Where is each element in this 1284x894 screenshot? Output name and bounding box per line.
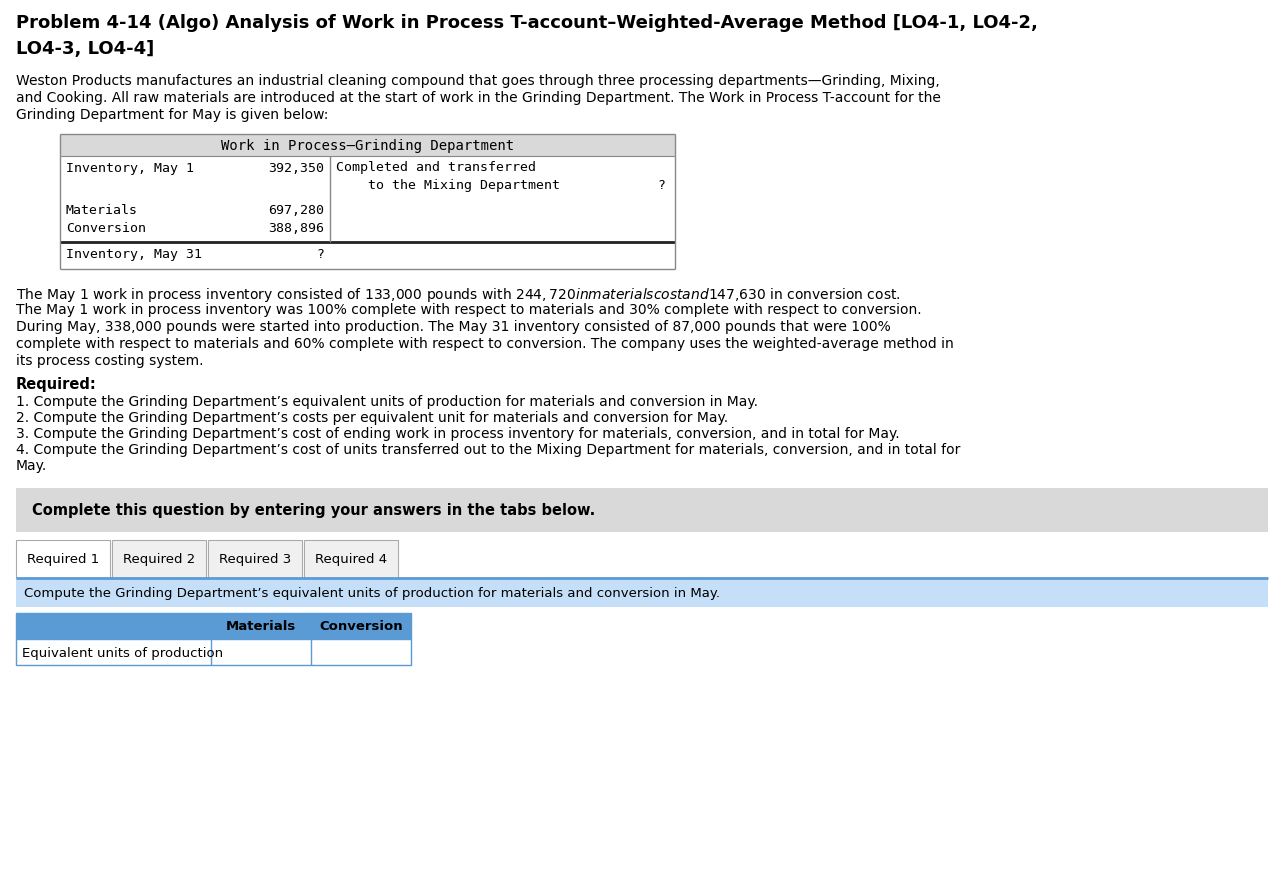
Text: Required 4: Required 4 bbox=[315, 552, 386, 566]
Text: Work in Process–Grinding Department: Work in Process–Grinding Department bbox=[221, 139, 514, 153]
Text: and Cooking. All raw materials are introduced at the start of work in the Grindi: and Cooking. All raw materials are intro… bbox=[15, 91, 941, 105]
Text: During May, 338,000 pounds were started into production. The May 31 inventory co: During May, 338,000 pounds were started … bbox=[15, 320, 891, 333]
Text: 697,280: 697,280 bbox=[268, 204, 324, 216]
Text: to the Mixing Department: to the Mixing Department bbox=[336, 179, 560, 192]
Text: The May 1 work in process inventory consisted of 133,000 pounds with $244,720 in: The May 1 work in process inventory cons… bbox=[15, 286, 900, 304]
Text: Conversion: Conversion bbox=[65, 222, 146, 235]
Text: complete with respect to materials and 60% complete with respect to conversion. : complete with respect to materials and 6… bbox=[15, 337, 954, 350]
Text: Grinding Department for May is given below:: Grinding Department for May is given bel… bbox=[15, 108, 329, 122]
Text: Complete this question by entering your answers in the tabs below.: Complete this question by entering your … bbox=[32, 503, 596, 518]
Bar bbox=[15, 579, 1269, 607]
Text: Problem 4-14 (Algo) Analysis of Work in Process T-account–Weighted-Average Metho: Problem 4-14 (Algo) Analysis of Work in … bbox=[15, 14, 1037, 32]
Text: LO4-3, LO4-4]: LO4-3, LO4-4] bbox=[15, 40, 154, 58]
Text: Inventory, May 31: Inventory, May 31 bbox=[65, 248, 202, 261]
Text: May.: May. bbox=[15, 459, 48, 472]
Text: Conversion: Conversion bbox=[320, 620, 403, 633]
Bar bbox=[15, 540, 110, 578]
Bar bbox=[60, 135, 675, 156]
Text: Compute the Grinding Department’s equivalent units of production for materials a: Compute the Grinding Department’s equiva… bbox=[24, 586, 720, 600]
Text: 4. Compute the Grinding Department’s cost of units transferred out to the Mixing: 4. Compute the Grinding Department’s cos… bbox=[15, 443, 960, 457]
Text: ?: ? bbox=[316, 248, 324, 261]
Bar bbox=[304, 540, 398, 578]
Text: its process costing system.: its process costing system. bbox=[15, 354, 203, 367]
Text: Materials: Materials bbox=[65, 204, 137, 216]
Text: Required 1: Required 1 bbox=[27, 552, 99, 566]
Text: ?: ? bbox=[657, 179, 665, 192]
Text: Inventory, May 1: Inventory, May 1 bbox=[65, 162, 194, 175]
Text: 388,896: 388,896 bbox=[268, 222, 324, 235]
Bar bbox=[15, 488, 1269, 533]
Bar bbox=[208, 540, 302, 578]
Text: Required 2: Required 2 bbox=[123, 552, 195, 566]
Text: 392,350: 392,350 bbox=[268, 162, 324, 175]
Bar bbox=[112, 540, 205, 578]
Text: Weston Products manufactures an industrial cleaning compound that goes through t: Weston Products manufactures an industri… bbox=[15, 74, 940, 88]
Bar bbox=[15, 613, 411, 639]
Text: Completed and transferred: Completed and transferred bbox=[336, 161, 535, 173]
Text: Required 3: Required 3 bbox=[218, 552, 291, 566]
Text: 2. Compute the Grinding Department’s costs per equivalent unit for materials and: 2. Compute the Grinding Department’s cos… bbox=[15, 410, 728, 425]
Text: 1. Compute the Grinding Department’s equivalent units of production for material: 1. Compute the Grinding Department’s equ… bbox=[15, 394, 758, 409]
Text: Required:: Required: bbox=[15, 376, 96, 392]
Text: Equivalent units of production: Equivalent units of production bbox=[22, 645, 223, 659]
Bar bbox=[15, 639, 411, 665]
Text: Materials: Materials bbox=[226, 620, 297, 633]
Text: The May 1 work in process inventory was 100% complete with respect to materials : The May 1 work in process inventory was … bbox=[15, 303, 922, 316]
Text: 3. Compute the Grinding Department’s cost of ending work in process inventory fo: 3. Compute the Grinding Department’s cos… bbox=[15, 426, 900, 441]
